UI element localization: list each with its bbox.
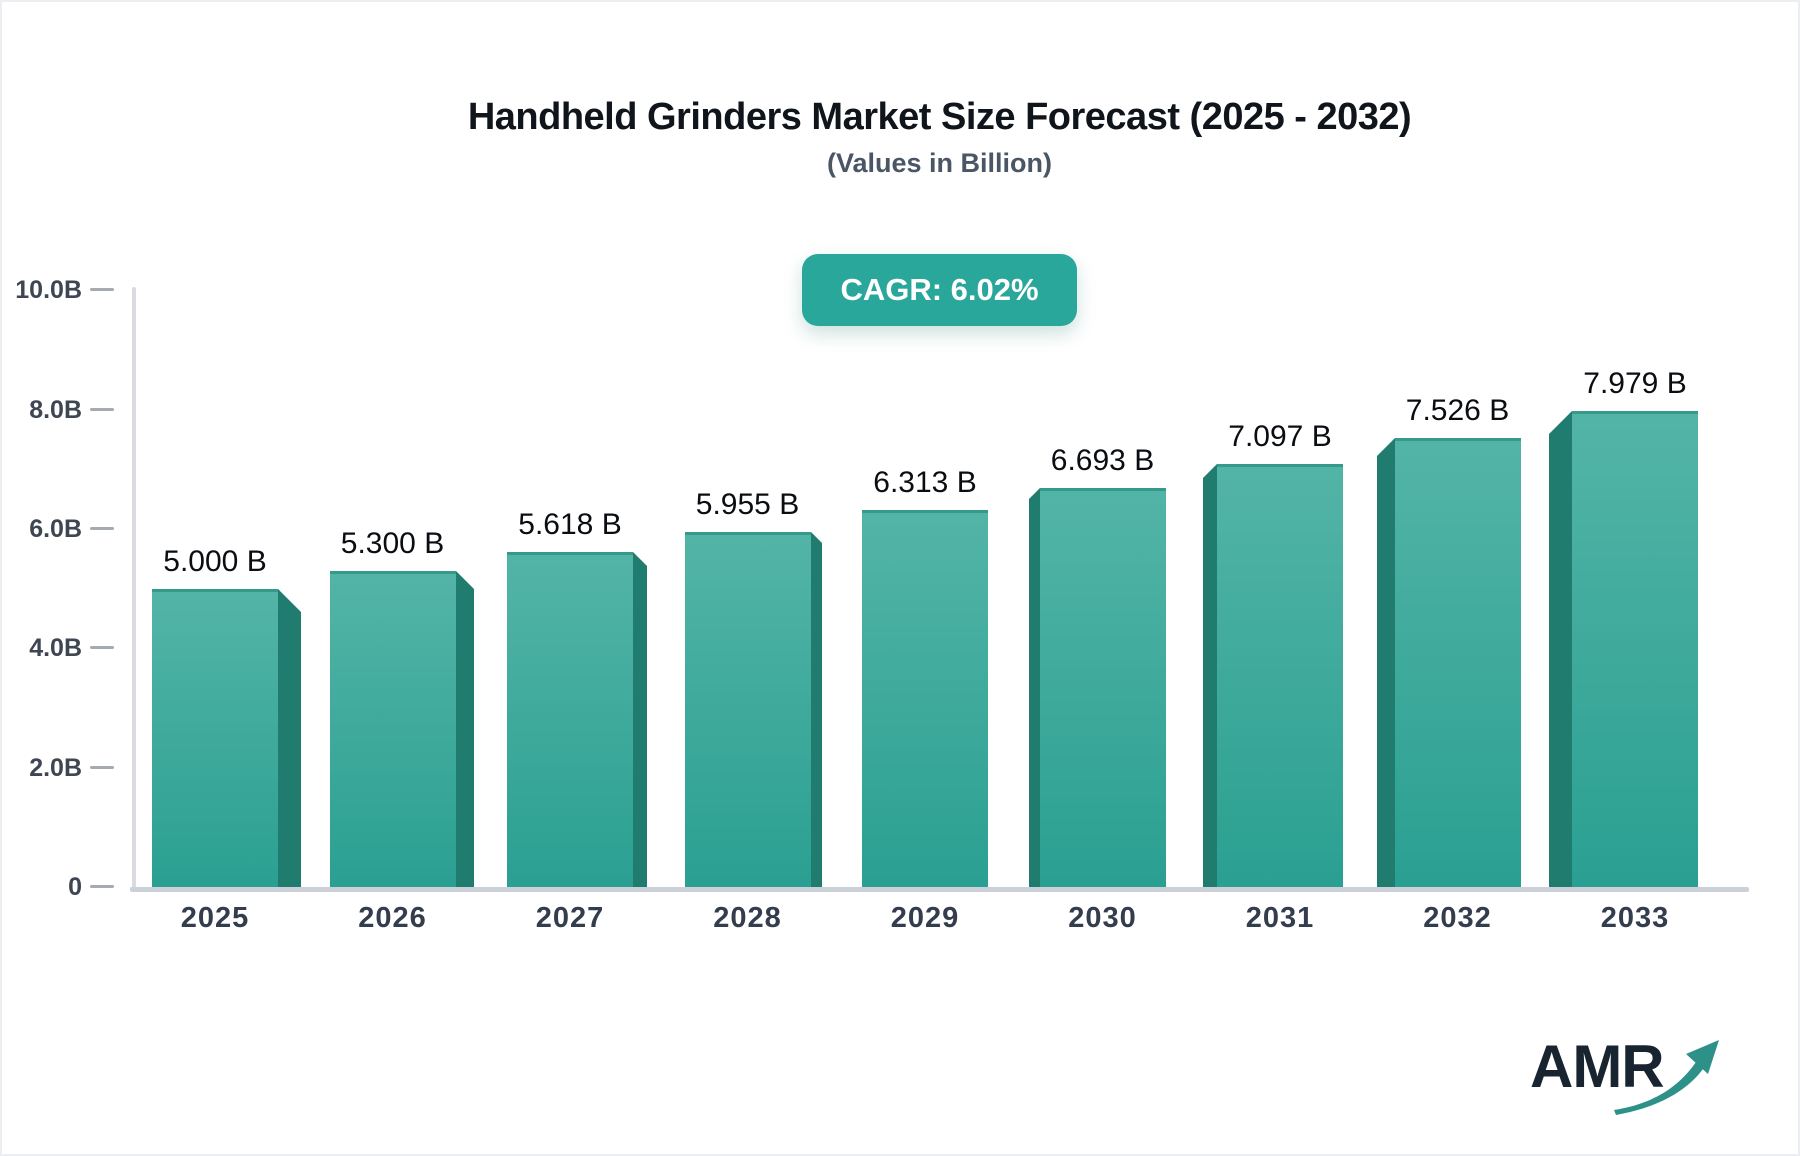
- y-tick-mark: [90, 527, 114, 531]
- bar-2026: [330, 571, 456, 887]
- bar-2028: [685, 532, 811, 887]
- amr-logo-text: AMR: [1530, 1033, 1665, 1100]
- growth-arrow-icon: [1614, 1040, 1719, 1115]
- bar-value-label: 7.526 B: [1405, 394, 1510, 427]
- x-axis-label-2027: 2027: [535, 902, 605, 934]
- x-axis-label-2032: 2032: [1423, 902, 1492, 934]
- bar-2025: [152, 589, 278, 887]
- bar-2030: [1040, 488, 1166, 887]
- y-tick-label: 0: [68, 873, 82, 901]
- cagr-badge-row: CAGR: 6.02%: [132, 254, 1747, 326]
- y-tick-mark: [90, 646, 114, 650]
- bar-value-label: 5.955 B: [695, 488, 800, 521]
- bar-side-panel: [278, 589, 301, 887]
- y-tick-mark: [90, 765, 114, 769]
- y-tick-label: 4.0B: [29, 634, 82, 663]
- y-tick-mark: [90, 885, 114, 888]
- y-tick-mark: [90, 288, 114, 292]
- y-tick-label: 8.0B: [29, 395, 82, 424]
- cagr-badge: CAGR: 6.02%: [802, 254, 1077, 326]
- bar-value-label: 6.693 B: [1050, 444, 1155, 477]
- bar-side-panel: [1029, 488, 1040, 887]
- y-tick-mark: [90, 407, 114, 411]
- bar-side-panel: [1377, 438, 1395, 887]
- bar-value-label: 7.979 B: [1583, 367, 1687, 400]
- bar-side-panel: [811, 532, 822, 887]
- bar-2032: [1395, 438, 1521, 887]
- x-axis-label-2029: 2029: [890, 902, 960, 934]
- y-tick-label: 10.0B: [15, 276, 82, 305]
- bar-value-label: 5.300 B: [340, 527, 445, 560]
- x-axis-label-2028: 2028: [713, 902, 782, 934]
- chart-subtitle: (Values in Billion): [826, 148, 1053, 178]
- chart-title: Handheld Grinders Market Size Forecast (…: [467, 96, 1412, 138]
- y-tick-label: 2.0B: [29, 753, 82, 782]
- x-axis-line: [130, 887, 1749, 892]
- bar-value-label: 6.313 B: [873, 466, 977, 499]
- bar-side-panel: [456, 571, 474, 887]
- x-axis-label-2025: 2025: [180, 902, 250, 934]
- x-axis-label-2031: 2031: [1245, 902, 1315, 934]
- bar-value-label: 5.618 B: [518, 508, 622, 541]
- x-axis-label-2030: 2030: [1068, 902, 1137, 934]
- bar-side-panel: [1549, 411, 1572, 887]
- bar-2029: [862, 510, 988, 887]
- bar-2033: [1572, 411, 1698, 887]
- bar-2027: [507, 552, 633, 887]
- bar-2031: [1217, 464, 1343, 887]
- x-axis-label-2033: 2033: [1600, 902, 1670, 934]
- bar-value-label: 5.000 B: [163, 545, 267, 578]
- bar-value-label: 7.097 B: [1228, 420, 1332, 453]
- amr-logo: AMR: [1530, 1032, 1730, 1128]
- bar-side-panel: [1203, 464, 1217, 887]
- bar-side-panel: [633, 552, 647, 887]
- y-tick-label: 6.0B: [29, 515, 82, 544]
- x-axis-label-2026: 2026: [358, 902, 427, 934]
- y-axis-line: [132, 287, 136, 891]
